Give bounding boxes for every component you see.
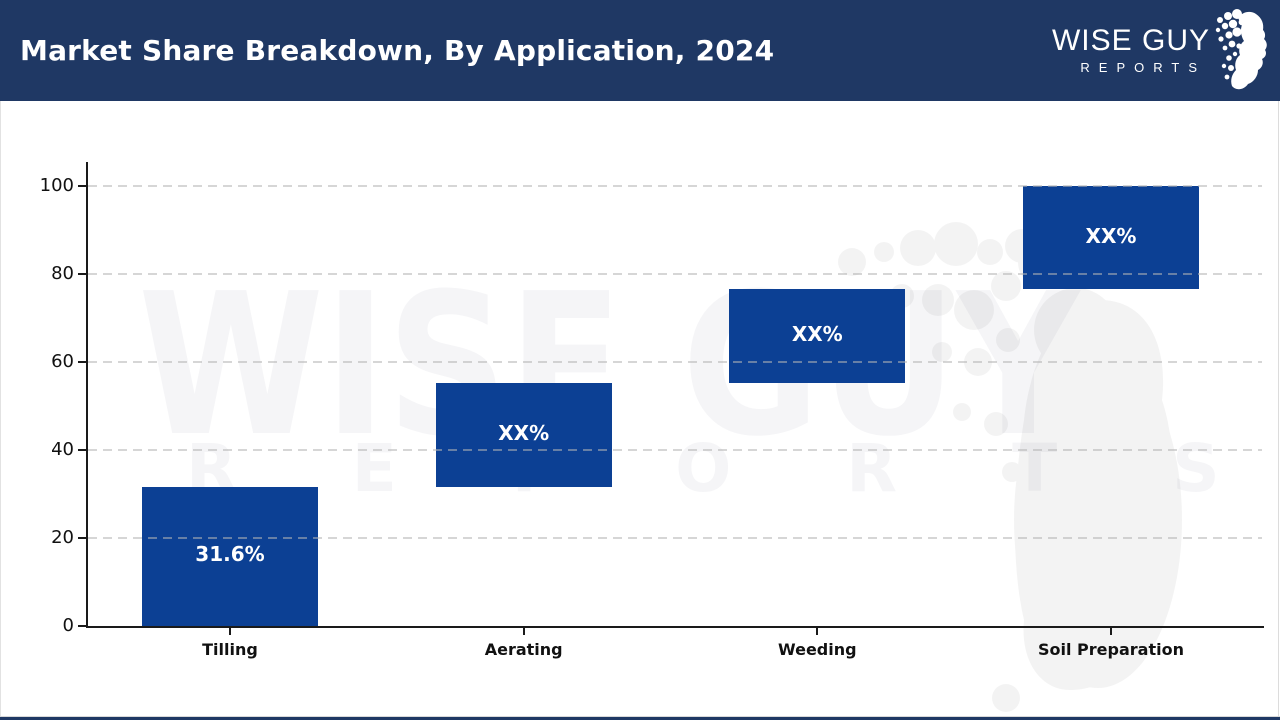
gridline-60 [88,361,1262,363]
bottom-hairline [0,716,1280,717]
x-tick-2 [816,628,819,635]
bar-weeding [729,289,906,384]
y-tick-label-0: 0 [62,615,74,636]
y-tick-label-40: 40 [51,439,74,460]
gridline-100 [88,185,1262,187]
y-tick-40 [78,449,86,451]
bar-tilling [142,486,318,626]
y-tick-label-60: 60 [51,351,74,372]
x-tick-label-0: Tilling [202,640,258,659]
y-tick-label-20: 20 [51,527,74,548]
page-title: Market Share Breakdown, By Application, … [20,34,775,67]
bar-value-label: XX% [498,421,550,446]
bar-value-label: XX% [791,322,843,347]
footer-bar [0,717,1280,720]
y-axis-line [86,162,88,628]
logo-reports-text: REPORTS [1080,60,1206,75]
head-profile-icon [1215,9,1267,90]
brand-logo: WISE GUY REPORTS [1022,0,1272,101]
watermark-reports-text: R E P O R T S [186,436,1266,502]
x-tick-label-1: Aerating [484,640,563,659]
bar-aerating [435,383,612,487]
y-tick-100 [78,185,86,187]
y-tick-20 [78,537,86,539]
bar-value-label: 31.6% [195,542,265,567]
x-tick-label-3: Soil Preparation [1038,640,1184,659]
y-tick-0 [78,625,86,627]
y-tick-label-80: 80 [51,263,74,284]
bar-soil-preparation [1023,186,1199,290]
header: Market Share Breakdown, By Application, … [0,0,1280,101]
bar-value-label: XX% [1085,223,1137,248]
gridline-80 [88,273,1262,275]
gridline-40 [88,449,1262,451]
x-tick-label-2: Weeding [778,640,857,659]
y-tick-label-100: 100 [39,175,74,196]
gridline-20 [88,537,1262,539]
y-tick-80 [78,273,86,275]
x-tick-3 [1110,628,1112,635]
x-tick-1 [522,628,525,635]
y-tick-60 [78,361,86,363]
logo-wiseguy-text: WISE GUY [1051,24,1210,57]
x-tick-0 [229,628,231,635]
x-axis-line [86,626,1264,628]
